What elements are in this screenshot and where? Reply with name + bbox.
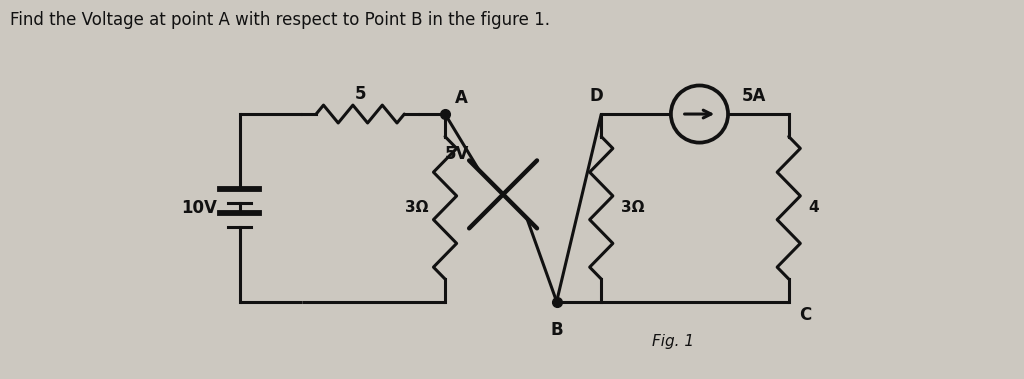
Text: 5A: 5A bbox=[741, 87, 766, 105]
Text: 10V: 10V bbox=[181, 199, 217, 217]
Text: 5V: 5V bbox=[444, 145, 469, 163]
Text: 4: 4 bbox=[808, 200, 819, 215]
Text: A: A bbox=[455, 89, 468, 107]
Text: 3Ω: 3Ω bbox=[621, 200, 644, 215]
Text: D: D bbox=[590, 87, 604, 105]
Text: Find the Voltage at point A with respect to Point B in the figure 1.: Find the Voltage at point A with respect… bbox=[10, 11, 550, 29]
Text: C: C bbox=[799, 306, 811, 324]
Text: Fig. 1: Fig. 1 bbox=[651, 334, 693, 349]
Text: 3Ω: 3Ω bbox=[404, 200, 428, 215]
Text: B: B bbox=[550, 321, 563, 339]
Text: 5: 5 bbox=[354, 85, 366, 103]
